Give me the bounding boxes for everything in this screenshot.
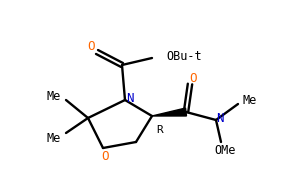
Text: OBu-t: OBu-t: [166, 50, 202, 63]
Text: Me: Me: [243, 94, 257, 106]
Text: O: O: [101, 149, 109, 163]
Text: R: R: [157, 125, 163, 135]
Text: O: O: [189, 71, 197, 84]
Text: OMe: OMe: [214, 143, 236, 156]
Text: Me: Me: [47, 132, 61, 145]
Text: Me: Me: [47, 90, 61, 102]
Text: O: O: [87, 40, 95, 53]
Polygon shape: [152, 108, 187, 116]
Text: N: N: [126, 91, 134, 105]
Text: N: N: [216, 112, 224, 125]
